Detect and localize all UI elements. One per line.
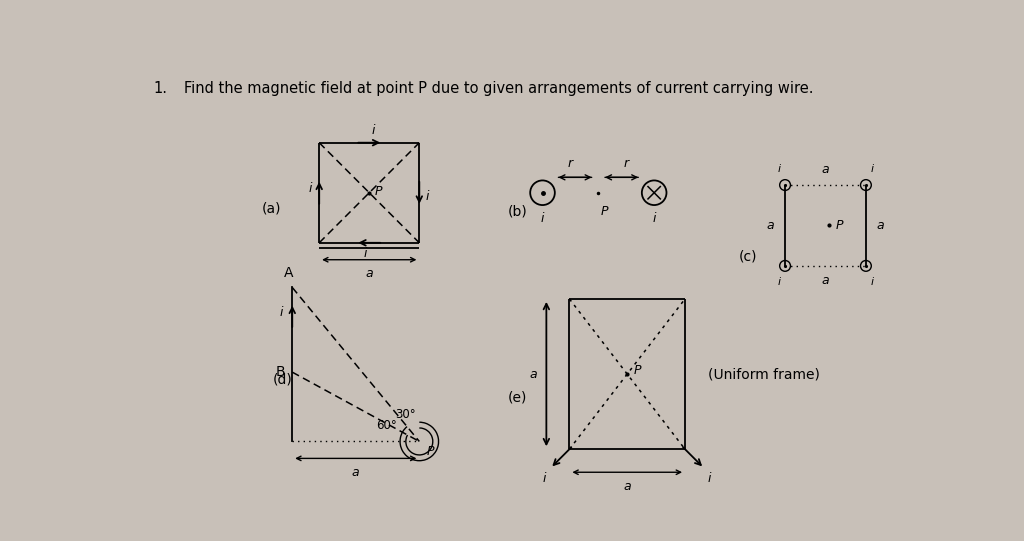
Text: a: a <box>352 466 359 479</box>
Text: (d): (d) <box>273 373 293 387</box>
Text: B: B <box>275 365 286 379</box>
Text: i: i <box>372 123 375 136</box>
Text: i: i <box>870 164 873 174</box>
Text: a: a <box>366 267 373 280</box>
Text: i: i <box>777 276 780 287</box>
Text: a: a <box>529 367 538 380</box>
Text: P: P <box>427 445 434 458</box>
Text: a: a <box>767 219 774 232</box>
Text: r: r <box>624 157 629 170</box>
Text: i: i <box>541 212 545 225</box>
Text: 60°: 60° <box>377 419 397 432</box>
Text: (Uniform frame): (Uniform frame) <box>708 367 820 381</box>
Text: 1.: 1. <box>154 81 168 96</box>
Text: i: i <box>425 190 429 203</box>
Text: a: a <box>821 163 829 176</box>
Text: P: P <box>836 219 843 232</box>
Text: i: i <box>364 247 368 260</box>
Text: i: i <box>870 276 873 287</box>
Text: A: A <box>284 266 293 280</box>
Text: Find the magnetic field at point P due to given arrangements of current carrying: Find the magnetic field at point P due t… <box>184 81 814 96</box>
Text: (e): (e) <box>508 390 527 404</box>
Text: a: a <box>821 274 829 287</box>
Text: 30°: 30° <box>395 408 416 421</box>
Text: i: i <box>777 164 780 174</box>
Text: P: P <box>375 184 382 197</box>
Text: (a): (a) <box>261 201 281 215</box>
Text: r: r <box>568 157 573 170</box>
Text: i: i <box>708 472 712 485</box>
Text: (b): (b) <box>508 205 527 219</box>
Text: a: a <box>624 480 631 493</box>
Text: P: P <box>601 205 608 218</box>
Text: a: a <box>877 219 885 232</box>
Text: i: i <box>543 472 547 485</box>
Text: i: i <box>652 212 656 225</box>
Text: i: i <box>308 182 311 195</box>
Text: (c): (c) <box>739 249 758 263</box>
Text: i: i <box>280 306 283 319</box>
Text: P: P <box>634 364 641 377</box>
